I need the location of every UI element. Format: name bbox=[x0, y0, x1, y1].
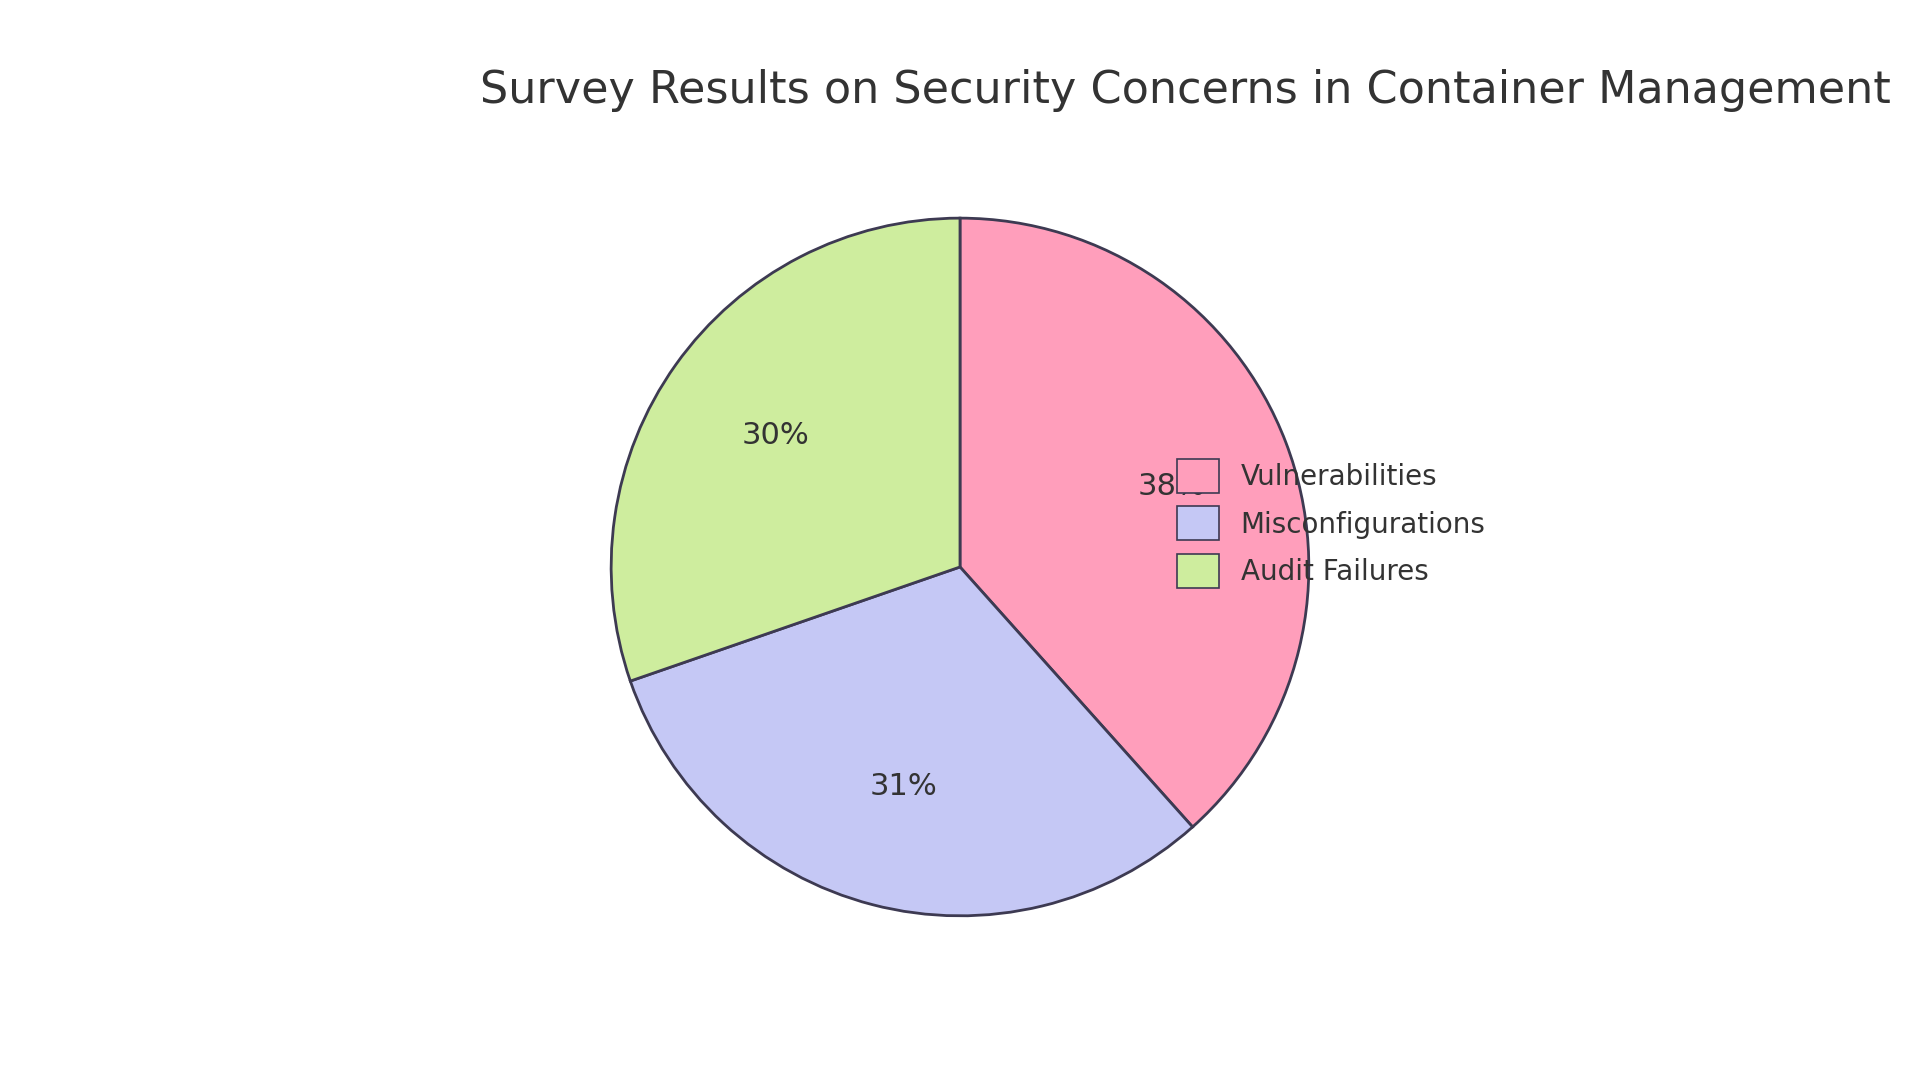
Text: Survey Results on Security Concerns in Container Management: Survey Results on Security Concerns in C… bbox=[480, 69, 1891, 113]
Wedge shape bbox=[611, 218, 960, 681]
Text: 30%: 30% bbox=[741, 421, 808, 449]
Wedge shape bbox=[960, 218, 1309, 827]
Legend: Vulnerabilities, Misconfigurations, Audit Failures: Vulnerabilities, Misconfigurations, Audi… bbox=[1165, 447, 1498, 599]
Wedge shape bbox=[630, 567, 1192, 916]
Text: 31%: 31% bbox=[870, 772, 937, 801]
Text: 38%: 38% bbox=[1139, 471, 1206, 500]
